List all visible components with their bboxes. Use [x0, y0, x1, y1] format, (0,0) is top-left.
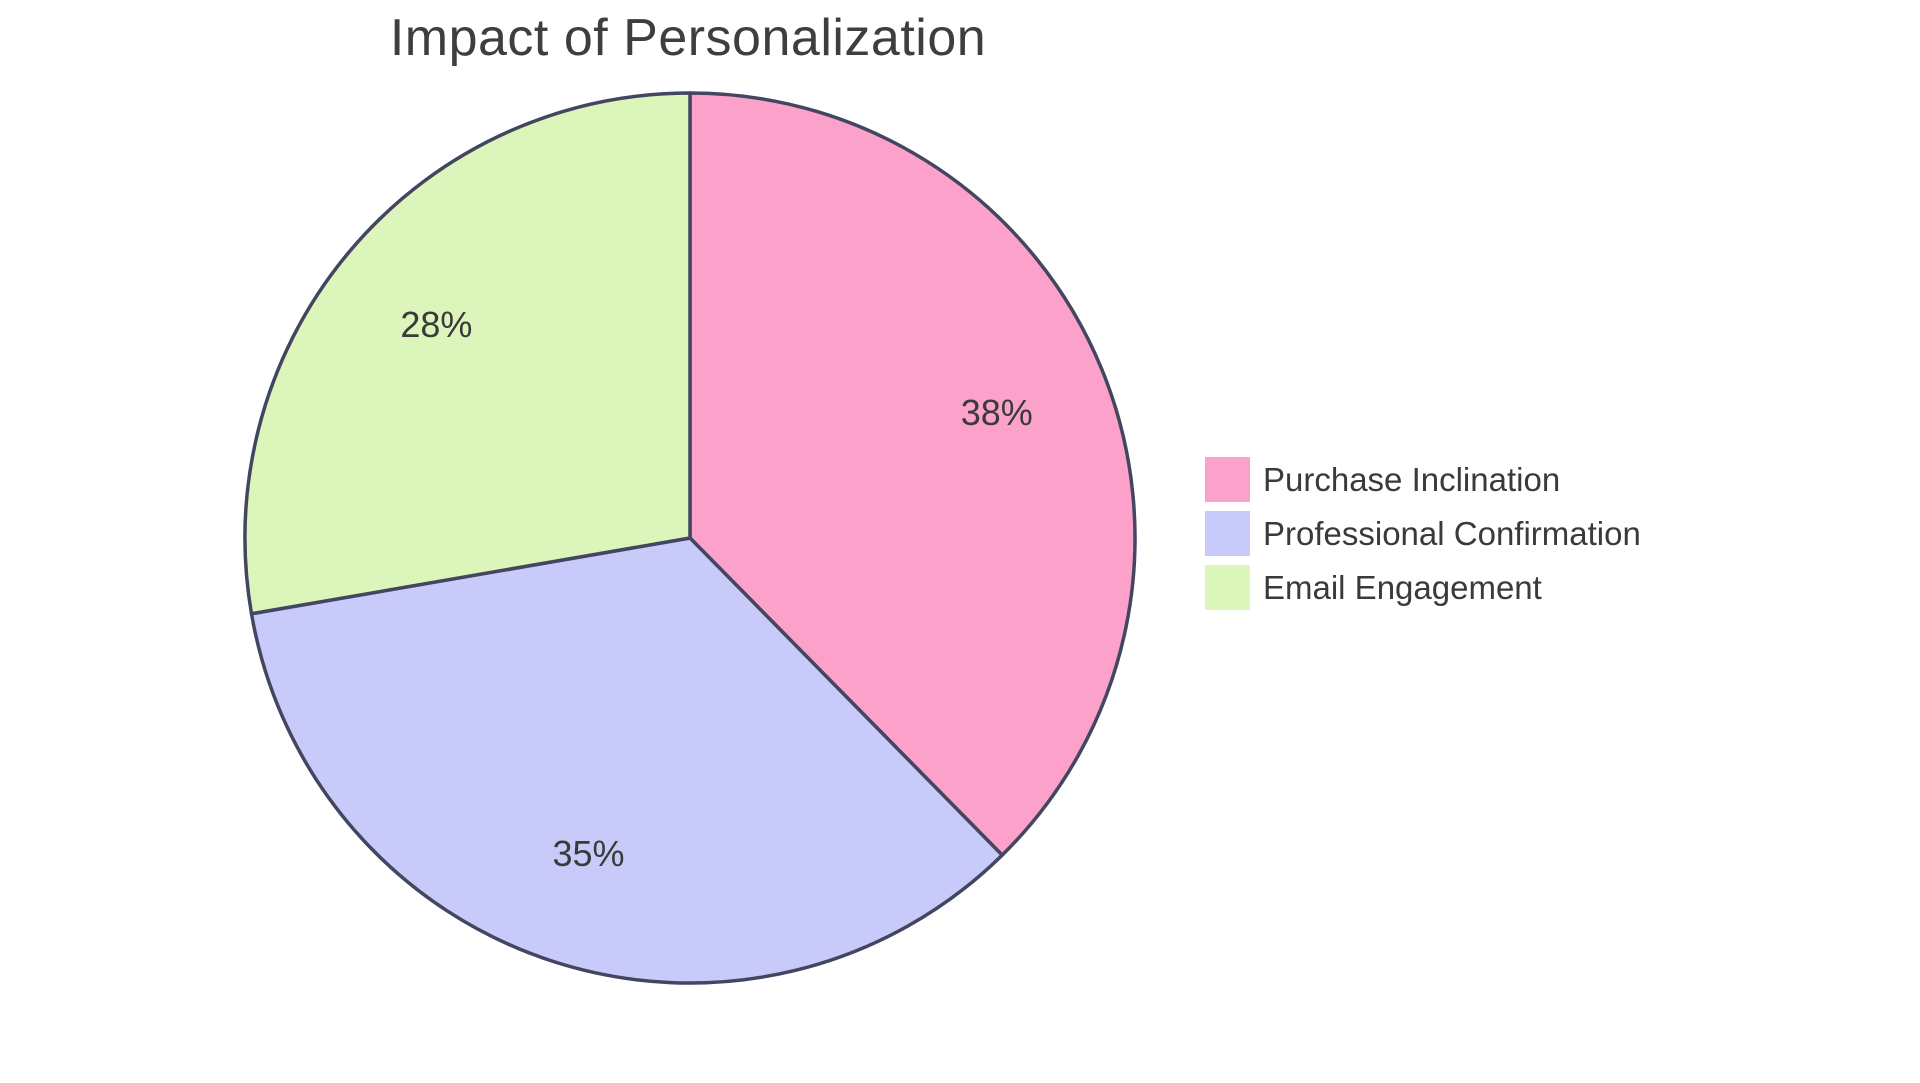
pie-slice-professional-confirmation [249, 536, 1004, 985]
slice-value-label-professional-confirmation: 35% [552, 833, 624, 874]
legend-label-purchase-inclination: Purchase Inclination [1263, 461, 1561, 498]
legend-item-professional-confirmation: Professional Confirmation [1205, 511, 1641, 556]
legend-label-email-engagement: Email Engagement [1263, 569, 1542, 606]
legend-label-professional-confirmation: Professional Confirmation [1263, 515, 1641, 552]
legend-swatch-email-engagement [1205, 565, 1250, 610]
slice-value-label-purchase-inclination: 38% [961, 392, 1033, 433]
slice-value-label-email-engagement: 28% [400, 304, 472, 345]
pie-slice-email-engagement [243, 91, 692, 616]
legend-item-email-engagement: Email Engagement [1205, 565, 1641, 610]
pie-slice-purchase-inclination [688, 91, 1137, 857]
legend: Purchase Inclination Professional Confir… [1205, 457, 1641, 610]
chart-title: Impact of Personalization [389, 9, 987, 67]
legend-item-purchase-inclination: Purchase Inclination [1205, 457, 1641, 502]
legend-swatch-purchase-inclination [1205, 457, 1250, 502]
legend-swatch-professional-confirmation [1205, 511, 1250, 556]
